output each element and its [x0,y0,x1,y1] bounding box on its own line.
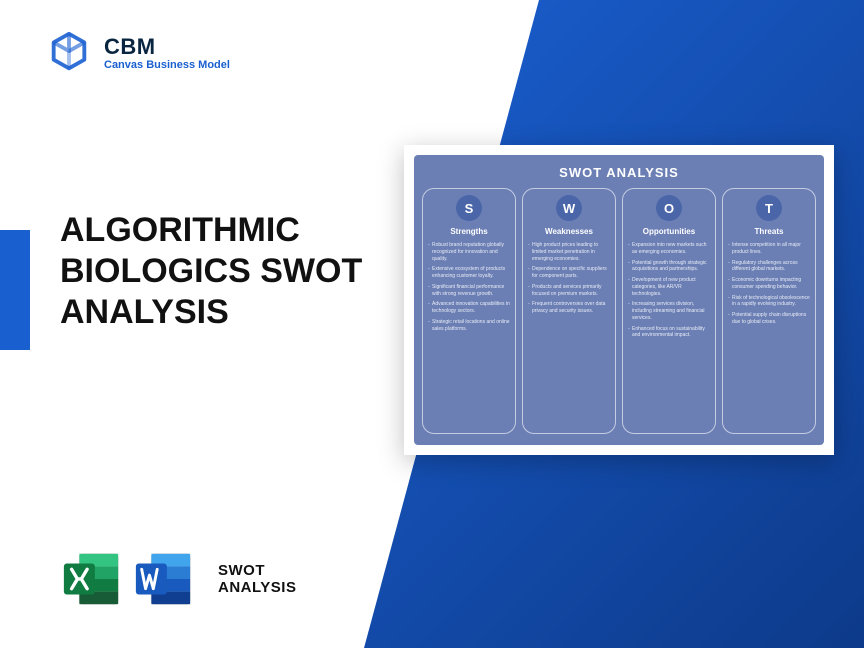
swot-item: Robust brand reputation globally recogni… [428,242,510,262]
swot-item: Extensive ecosystem of products enhancin… [428,266,510,280]
swot-item: Strategic retail locations and online sa… [428,319,510,333]
swot-label: Opportunities [643,227,695,236]
swot-label: Weaknesses [545,227,593,236]
swot-item: Products and services primarily focused … [528,284,610,298]
swot-item: Potential supply chain disruptions due t… [728,312,810,326]
swot-item: Increasing services division, including … [628,301,710,321]
swot-letter: O [656,195,682,221]
page-title: ALGORITHMIC BIOLOGICS SWOT ANALYSIS [60,210,420,332]
footer-line-2: ANALYSIS [218,579,296,596]
swot-label: Threats [755,227,784,236]
swot-item: Dependence on specific suppliers for com… [528,266,610,280]
swot-item: Enhanced focus on sustainability and env… [628,326,710,340]
swot-item: High product prices leading to limited m… [528,242,610,262]
footer-text: SWOT ANALYSIS [218,562,296,597]
swot-item: Risk of technological obsolescence in a … [728,295,810,309]
logo-subtitle: Canvas Business Model [104,59,230,71]
swot-items: Robust brand reputation globally recogni… [428,242,510,336]
swot-letter: W [556,195,582,221]
swot-letter: T [756,195,782,221]
logo-icon [46,30,92,76]
swot-column: O Opportunities Expansion into new markets… [622,188,716,434]
swot-panel: SWOT ANALYSIS S Strengths Robust brand rep… [414,155,824,445]
swot-item: Economic downturns impacting consumer sp… [728,277,810,291]
swot-column: S Strengths Robust brand reputation global… [422,188,516,434]
swot-items: Intense competition in all major product… [728,242,810,330]
swot-item: Intense competition in all major product… [728,242,810,256]
swot-item: Expansion into new markets such as emerg… [628,242,710,256]
swot-letter: S [456,195,482,221]
swot-card: SWOT ANALYSIS S Strengths Robust brand rep… [404,145,834,455]
swot-column: T Threats Intense competition in all major… [722,188,816,434]
logo-title: CBM [104,35,230,59]
footer-line-1: SWOT [218,562,296,579]
swot-label: Strengths [450,227,487,236]
swot-columns: S Strengths Robust brand reputation global… [422,188,816,434]
logo-block: CBM Canvas Business Model [46,30,230,76]
swot-item: Advanced innovation capabilities in tech… [428,301,510,315]
swot-items: High product prices leading to limited m… [528,242,610,319]
excel-icon [60,548,122,610]
swot-item: Development of new product categories, l… [628,277,710,297]
footer-icons: SWOT ANALYSIS [60,548,296,610]
swot-item: Frequent controversies over data privacy… [528,301,610,315]
swot-title: SWOT ANALYSIS [422,165,816,180]
swot-item: Significant financial performance with s… [428,284,510,298]
swot-item: Regulatory challenges across different g… [728,260,810,274]
swot-items: Expansion into new markets such as emerg… [628,242,710,343]
word-icon [132,548,194,610]
accent-bar [0,230,30,350]
swot-item: Potential growth through strategic acqui… [628,260,710,274]
swot-column: W Weaknesses High product prices leading t… [522,188,616,434]
